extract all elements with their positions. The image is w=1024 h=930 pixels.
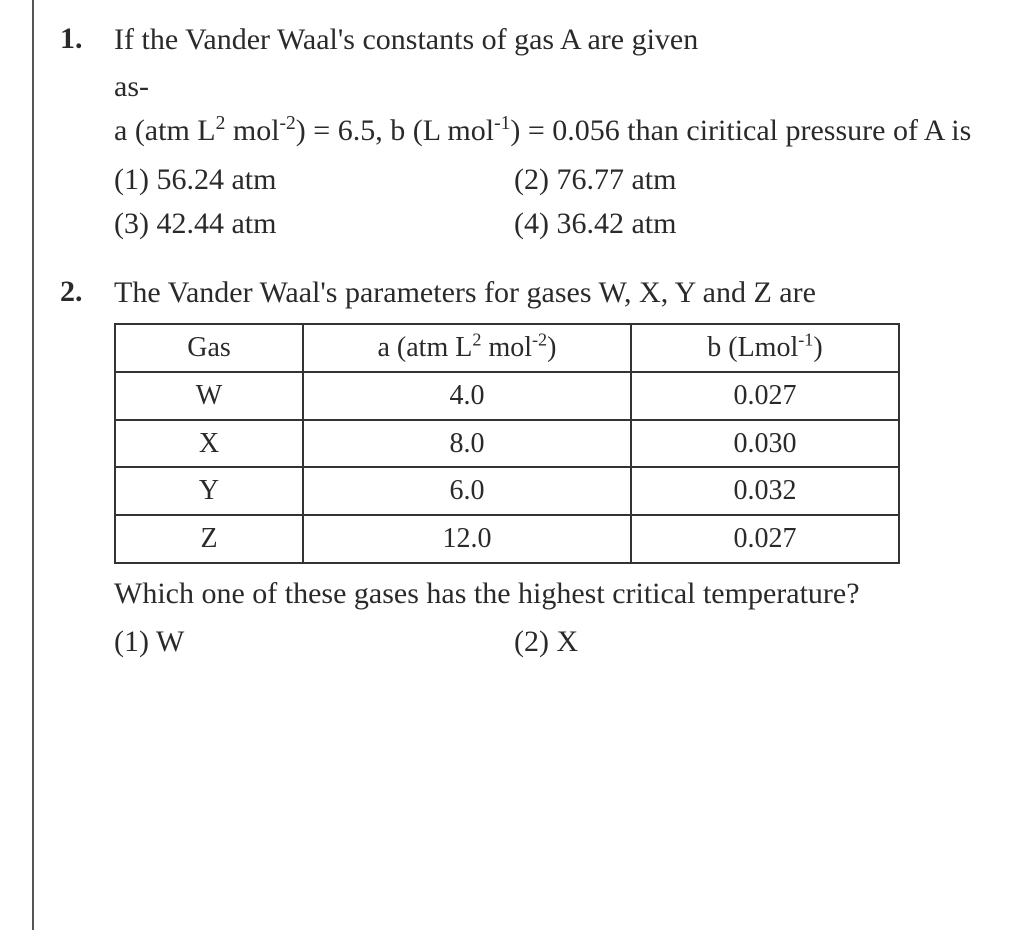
table-row: W4.00.027 (115, 372, 899, 420)
question-body: The Vander Waal's parameters for gases W… (114, 273, 984, 663)
option-1: (1) 56.24 atm (114, 160, 474, 201)
table-cell: 0.032 (631, 467, 899, 515)
page: 1. If the Vander Waal's constants of gas… (0, 0, 1024, 930)
col-gas: Gas (115, 324, 303, 372)
table-cell: Z (115, 515, 303, 563)
table-row: Z12.00.027 (115, 515, 899, 563)
question-body: If the Vander Waal's constants of gas A … (114, 20, 984, 245)
col-b: b (Lmol-1) (631, 324, 899, 372)
question-number: 2. (60, 273, 114, 311)
question-followup: Which one of these gases has the highest… (114, 574, 984, 615)
question-stem: If the Vander Waal's constants of gas A … (114, 20, 984, 61)
option-2: (2) X (514, 622, 874, 663)
left-margin-rule (32, 0, 34, 930)
table-cell: X (115, 420, 303, 468)
table-body: W4.00.027X8.00.030Y6.00.032Z12.00.027 (115, 372, 899, 563)
question-2: 2. The Vander Waal's parameters for gase… (60, 273, 984, 663)
question-condition: a (atm L2 mol-2) = 6.5, b (L mol-1) = 0.… (114, 111, 984, 152)
table-cell: 12.0 (303, 515, 631, 563)
question-as: as- (114, 67, 984, 108)
options-grid: (1) 56.24 atm (2) 76.77 atm (3) 42.44 at… (114, 160, 874, 245)
parameters-table: Gas a (atm L2 mol-2) b (Lmol-1) W4.00.02… (114, 323, 900, 564)
question-1: 1. If the Vander Waal's constants of gas… (60, 20, 984, 245)
table-cell: W (115, 372, 303, 420)
table-row: X8.00.030 (115, 420, 899, 468)
option-3: (3) 42.44 atm (114, 204, 474, 245)
table-cell: 0.027 (631, 515, 899, 563)
options-grid: (1) W (2) X (114, 622, 874, 663)
table-row: Y6.00.032 (115, 467, 899, 515)
option-4: (4) 36.42 atm (514, 204, 874, 245)
question-number: 1. (60, 20, 114, 58)
col-a: a (atm L2 mol-2) (303, 324, 631, 372)
table-cell: 8.0 (303, 420, 631, 468)
option-2: (2) 76.77 atm (514, 160, 874, 201)
table-header-row: Gas a (atm L2 mol-2) b (Lmol-1) (115, 324, 899, 372)
table-cell: 0.027 (631, 372, 899, 420)
table-cell: Y (115, 467, 303, 515)
table-cell: 0.030 (631, 420, 899, 468)
option-1: (1) W (114, 622, 474, 663)
table-cell: 4.0 (303, 372, 631, 420)
table-cell: 6.0 (303, 467, 631, 515)
question-stem: The Vander Waal's parameters for gases W… (114, 273, 984, 314)
